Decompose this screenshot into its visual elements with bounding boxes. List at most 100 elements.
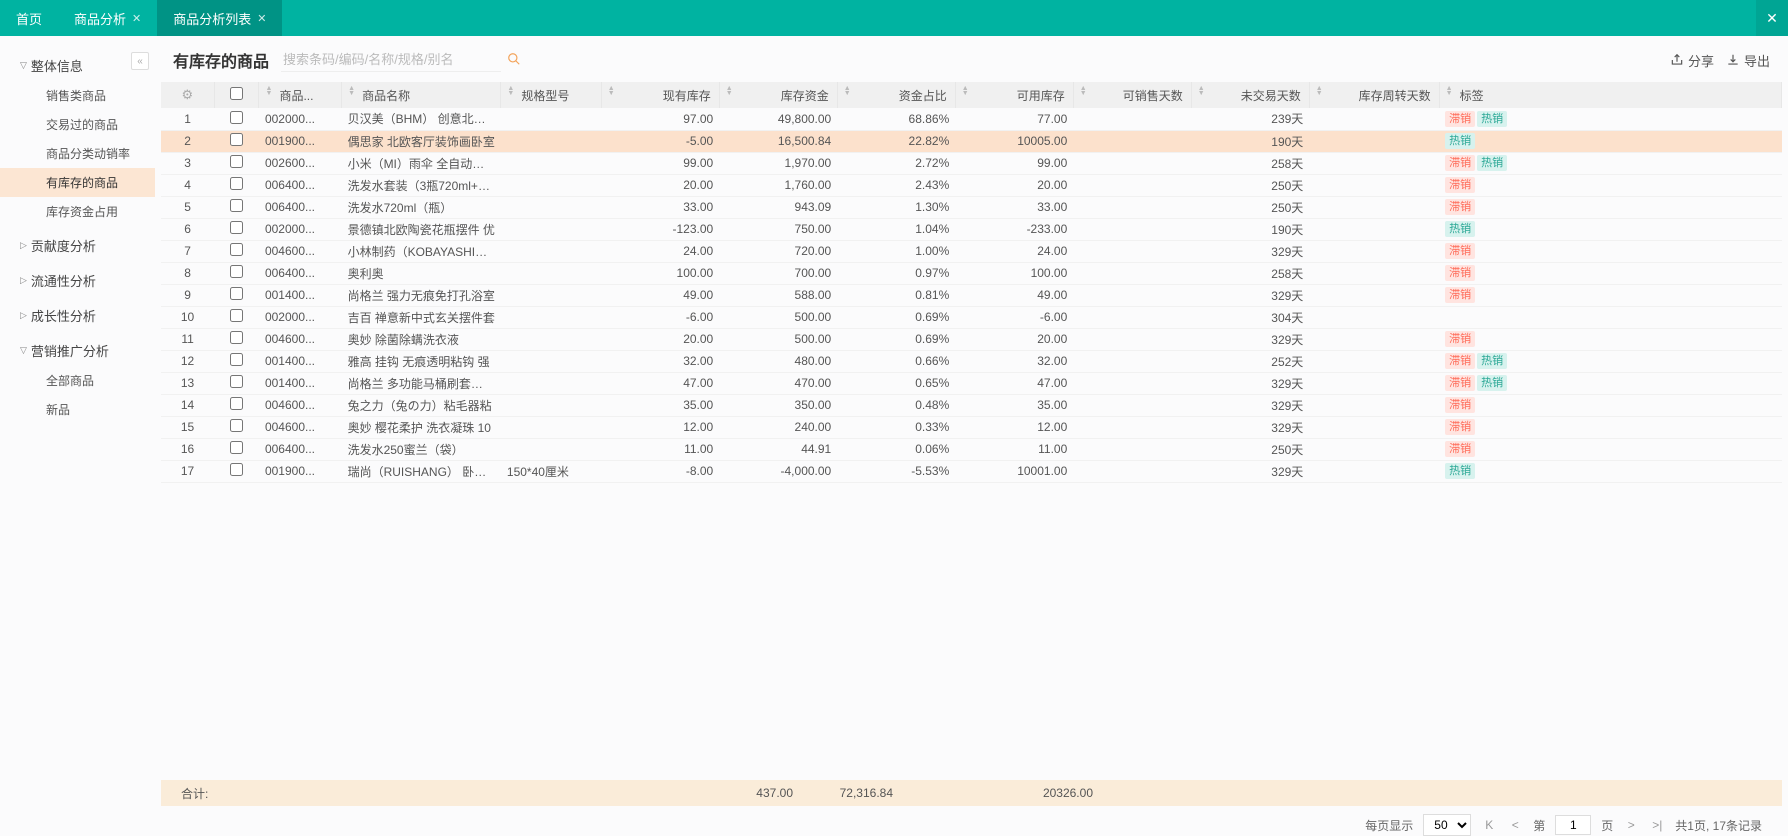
first-page-button[interactable]: K xyxy=(1481,818,1497,832)
sidebar-group-4[interactable]: ▽营销推广分析 xyxy=(0,335,155,366)
row-checkbox[interactable] xyxy=(230,419,243,432)
cell-turnover xyxy=(1309,240,1439,262)
tab-close-icon[interactable]: ✕ xyxy=(132,12,141,25)
cell-share: 1.04% xyxy=(837,218,955,240)
per-page-label: 每页显示 xyxy=(1365,817,1413,834)
column-header-name[interactable]: ▲▼商品名称 xyxy=(342,82,501,108)
table-row[interactable]: 8006400...奥利奥100.00700.000.97%100.00258天… xyxy=(161,262,1782,284)
prev-page-button[interactable]: < xyxy=(1507,818,1523,832)
sort-icon[interactable]: ▲▼ xyxy=(1198,86,1205,96)
row-checkbox[interactable] xyxy=(230,133,243,146)
cell-share: 0.97% xyxy=(837,262,955,284)
cell-turnover xyxy=(1309,372,1439,394)
tab-0[interactable]: 首页 xyxy=(0,0,58,36)
next-page-button[interactable]: > xyxy=(1623,818,1639,832)
cell-avail: 32.00 xyxy=(955,350,1073,372)
row-checkbox[interactable] xyxy=(230,331,243,344)
sort-icon[interactable]: ▲▼ xyxy=(1316,86,1323,96)
row-checkbox[interactable] xyxy=(230,287,243,300)
table-row[interactable]: 3002600...小米（MI）雨伞 全自动折叠99.001,970.002.7… xyxy=(161,152,1782,174)
row-checkbox[interactable] xyxy=(230,353,243,366)
tab-close-icon[interactable]: ✕ xyxy=(257,12,266,25)
table-row[interactable]: 2001900...偶思家 北欧客厅装饰画卧室-5.0016,500.8422.… xyxy=(161,130,1782,152)
table-row[interactable]: 5006400...洗发水720ml（瓶）33.00943.091.30%33.… xyxy=(161,196,1782,218)
row-checkbox[interactable] xyxy=(230,243,243,256)
sidebar-item-0-2[interactable]: 商品分类动销率 xyxy=(0,139,155,168)
table-row[interactable]: 11004600...奥妙 除菌除螨洗衣液20.00500.000.69%20.… xyxy=(161,328,1782,350)
search-icon[interactable] xyxy=(507,52,521,69)
column-header-saledays[interactable]: ▲▼可销售天数 xyxy=(1073,82,1191,108)
column-header-spec[interactable]: ▲▼规格型号 xyxy=(501,82,601,108)
cell-avail: 33.00 xyxy=(955,196,1073,218)
sort-icon[interactable]: ▲▼ xyxy=(265,86,272,96)
table-row[interactable]: 13001400...尚格兰 多功能马桶刷套装 马47.00470.000.65… xyxy=(161,372,1782,394)
sidebar-item-0-0[interactable]: 销售类商品 xyxy=(0,81,155,110)
cell-turnover xyxy=(1309,460,1439,482)
column-label: 未交易天数 xyxy=(1241,89,1301,103)
tab-1[interactable]: 商品分析✕ xyxy=(58,0,157,36)
table-row[interactable]: 16006400...洗发水250蜜兰（袋）11.0044.910.06%11.… xyxy=(161,438,1782,460)
table-row[interactable]: 10002000...吉百 禅意新中式玄关摆件套-6.00500.000.69%… xyxy=(161,306,1782,328)
sidebar-item-0-4[interactable]: 库存资金占用 xyxy=(0,197,155,226)
sidebar-group-3[interactable]: ▷成长性分析 xyxy=(0,300,155,331)
sort-icon[interactable]: ▲▼ xyxy=(1446,86,1453,96)
table-row[interactable]: 14004600...兔之力（兔の力）粘毛器粘35.00350.000.48%3… xyxy=(161,394,1782,416)
table-row[interactable]: 1002000...贝汉美（BHM） 创意北欧饰97.0049,800.0068… xyxy=(161,108,1782,130)
row-checkbox[interactable] xyxy=(230,265,243,278)
table-row[interactable]: 17001900...瑞尚（RUISHANG） 卧室装150*40厘米-8.00… xyxy=(161,460,1782,482)
sort-icon[interactable]: ▲▼ xyxy=(962,86,969,96)
sidebar-item-4-0[interactable]: 全部商品 xyxy=(0,366,155,395)
sort-icon[interactable]: ▲▼ xyxy=(608,86,615,96)
row-checkbox[interactable] xyxy=(230,463,243,476)
row-checkbox[interactable] xyxy=(230,441,243,454)
per-page-select[interactable]: 50 xyxy=(1423,814,1471,836)
sidebar-collapse-button[interactable]: « xyxy=(131,52,149,70)
table-row[interactable]: 15004600...奥妙 樱花柔护 洗衣凝珠 1012.00240.000.3… xyxy=(161,416,1782,438)
row-checkbox[interactable] xyxy=(230,111,243,124)
table-row[interactable]: 7004600...小林制药（KOBAYASHI） E24.00720.001.… xyxy=(161,240,1782,262)
column-header-turnover[interactable]: ▲▼库存周转天数 xyxy=(1309,82,1439,108)
table-row[interactable]: 4006400...洗发水套装（3瓶720ml+1瓶20.001,760.002… xyxy=(161,174,1782,196)
table-row[interactable]: 12001400...雅高 挂钩 无痕透明粘钩 强32.00480.000.66… xyxy=(161,350,1782,372)
cell-value: 240.00 xyxy=(719,416,837,438)
sidebar-group-2[interactable]: ▷流通性分析 xyxy=(0,265,155,296)
search-input[interactable] xyxy=(281,48,501,72)
sidebar-item-4-1[interactable]: 新品 xyxy=(0,395,155,424)
share-button[interactable]: 分享 xyxy=(1670,51,1714,70)
export-button[interactable]: 导出 xyxy=(1726,51,1770,70)
row-checkbox[interactable] xyxy=(230,397,243,410)
cell-avail: 47.00 xyxy=(955,372,1073,394)
column-header-avail[interactable]: ▲▼可用库存 xyxy=(955,82,1073,108)
sort-icon[interactable]: ▲▼ xyxy=(348,86,355,96)
select-all-checkbox[interactable] xyxy=(230,87,243,100)
row-checkbox[interactable] xyxy=(230,177,243,190)
tabs-close-all-button[interactable]: ✕ xyxy=(1756,0,1788,36)
column-header-notrans[interactable]: ▲▼ 未交易天数 xyxy=(1191,82,1309,108)
sort-icon[interactable]: ▲▼ xyxy=(1080,86,1087,96)
gear-icon[interactable]: ⚙ xyxy=(181,87,193,102)
sidebar-group-title: 流通性分析 xyxy=(31,271,96,290)
row-checkbox[interactable] xyxy=(230,199,243,212)
cell-code: 004600... xyxy=(259,416,342,438)
row-checkbox[interactable] xyxy=(230,221,243,234)
sort-icon[interactable]: ▲▼ xyxy=(844,86,851,96)
sort-icon[interactable]: ▲▼ xyxy=(726,86,733,96)
row-checkbox[interactable] xyxy=(230,375,243,388)
sort-icon[interactable]: ▲▼ xyxy=(507,86,514,96)
column-header-stock[interactable]: ▲▼现有库存 xyxy=(601,82,719,108)
row-checkbox[interactable] xyxy=(230,309,243,322)
page-input[interactable] xyxy=(1555,815,1591,835)
sidebar-item-0-3[interactable]: 有库存的商品 xyxy=(0,168,155,197)
cell-avail: 77.00 xyxy=(955,108,1073,130)
sidebar-group-1[interactable]: ▷贡献度分析 xyxy=(0,230,155,261)
row-checkbox[interactable] xyxy=(230,155,243,168)
column-header-code[interactable]: ▲▼商品... xyxy=(259,82,342,108)
table-row[interactable]: 6002000...景德镇北欧陶瓷花瓶摆件 优-123.00750.001.04… xyxy=(161,218,1782,240)
column-header-share[interactable]: ▲▼资金占比 xyxy=(837,82,955,108)
column-header-value[interactable]: ▲▼库存资金 xyxy=(719,82,837,108)
tab-2[interactable]: 商品分析列表✕ xyxy=(157,0,282,36)
last-page-button[interactable]: >| xyxy=(1649,818,1665,832)
table-row[interactable]: 9001400...尚格兰 强力无痕免打孔浴室49.00588.000.81%4… xyxy=(161,284,1782,306)
column-header-tags[interactable]: ▲▼标签 xyxy=(1439,82,1781,108)
sidebar-item-0-1[interactable]: 交易过的商品 xyxy=(0,110,155,139)
